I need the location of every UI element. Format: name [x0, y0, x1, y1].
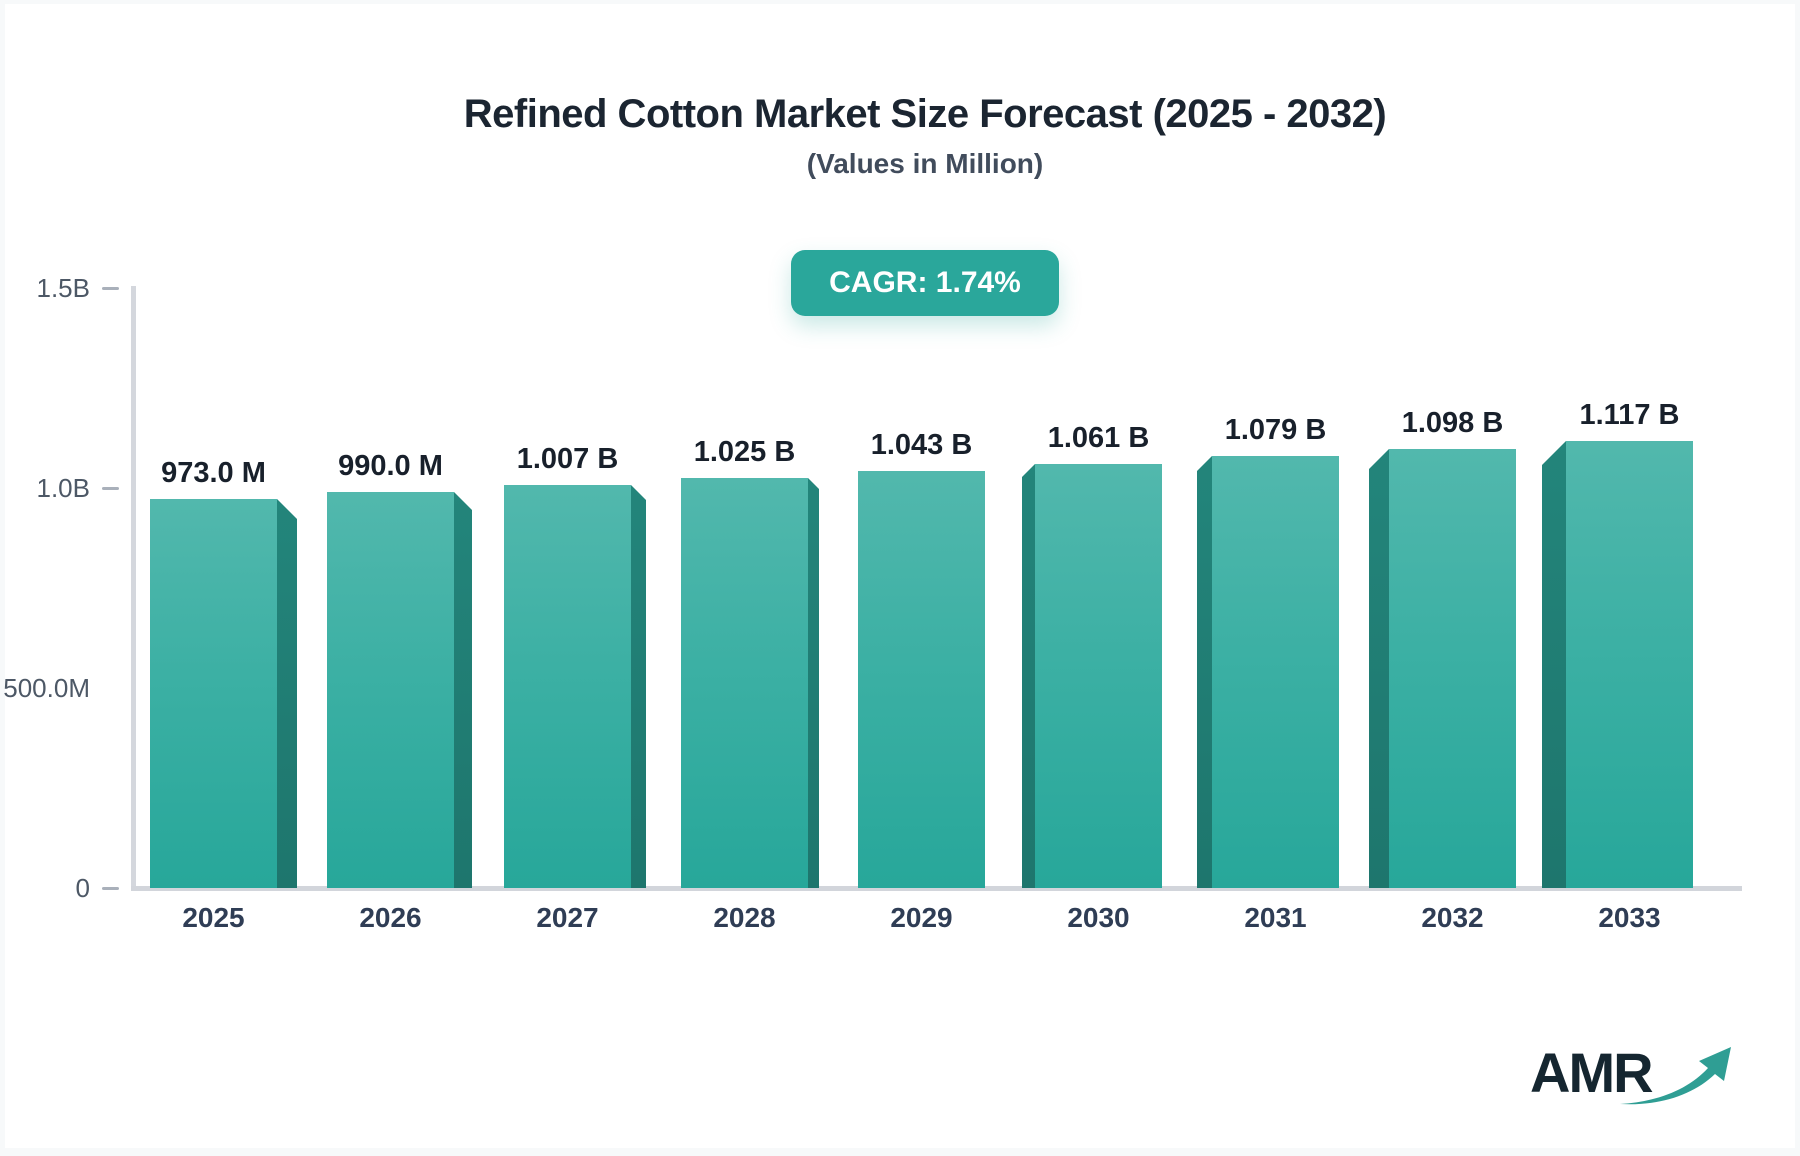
bar-value-label: 973.0 M — [161, 457, 266, 489]
y-axis-label: 500.0M — [3, 673, 90, 703]
bar — [681, 478, 808, 888]
amr-logo-text: AMR — [1530, 1041, 1654, 1104]
bar-side — [1197, 456, 1212, 888]
y-axis-label: 0 — [75, 873, 90, 903]
y-axis-label: 1.5B — [36, 273, 91, 303]
x-axis-label: 2025 — [182, 902, 245, 933]
bar — [504, 485, 631, 888]
x-axis-label: 2031 — [1244, 902, 1307, 933]
bar-side — [1022, 464, 1035, 888]
bar-value-label: 1.117 B — [1579, 399, 1680, 431]
trend-arrow-icon — [1620, 1047, 1731, 1105]
bar-side — [277, 499, 297, 888]
bar-side — [631, 485, 646, 888]
bar-side — [808, 478, 819, 888]
bar-value-label: 1.079 B — [1224, 414, 1327, 446]
cagr-badge: CAGR: 1.74% — [791, 250, 1059, 316]
bar — [1035, 464, 1162, 888]
x-axis-label: 2030 — [1067, 902, 1130, 933]
bar — [1566, 441, 1693, 888]
bar-value-label: 1.007 B — [516, 443, 619, 475]
bar — [858, 471, 985, 888]
x-axis-label: 2027 — [536, 902, 599, 933]
x-axis-label: 2033 — [1598, 902, 1661, 933]
bar — [150, 499, 277, 888]
bar-value-label: 1.043 B — [870, 429, 973, 461]
bar-value-label: 990.0 M — [338, 450, 443, 482]
x-axis-label: 2032 — [1421, 902, 1484, 933]
bar-value-label: 1.098 B — [1401, 407, 1504, 439]
y-axis-tick — [102, 487, 119, 490]
amr-logo: AMR — [1530, 1034, 1731, 1114]
bar — [1212, 456, 1339, 888]
x-axis-line — [131, 886, 1742, 891]
chart-subtitle: (Values in Million) — [806, 148, 1044, 179]
bar-side — [1542, 441, 1566, 888]
chart-title: Refined Cotton Market Size Forecast (202… — [463, 92, 1387, 136]
bar-side — [454, 492, 472, 888]
bar-value-label: 1.025 B — [693, 436, 796, 468]
x-axis-label: 2029 — [890, 902, 953, 933]
bar-side — [1369, 449, 1389, 888]
y-axis-line — [131, 286, 136, 891]
x-axis-label: 2028 — [713, 902, 776, 933]
bar-value-label: 1.061 B — [1047, 422, 1150, 454]
y-axis-label: 1.0B — [36, 473, 91, 503]
x-axis-label: 2026 — [359, 902, 422, 933]
y-axis-tick — [102, 887, 119, 890]
y-axis-tick — [102, 287, 119, 290]
bar — [327, 492, 454, 888]
cagr-badge-row: CAGR: 1.74% — [133, 250, 1717, 316]
bar — [1389, 449, 1516, 888]
